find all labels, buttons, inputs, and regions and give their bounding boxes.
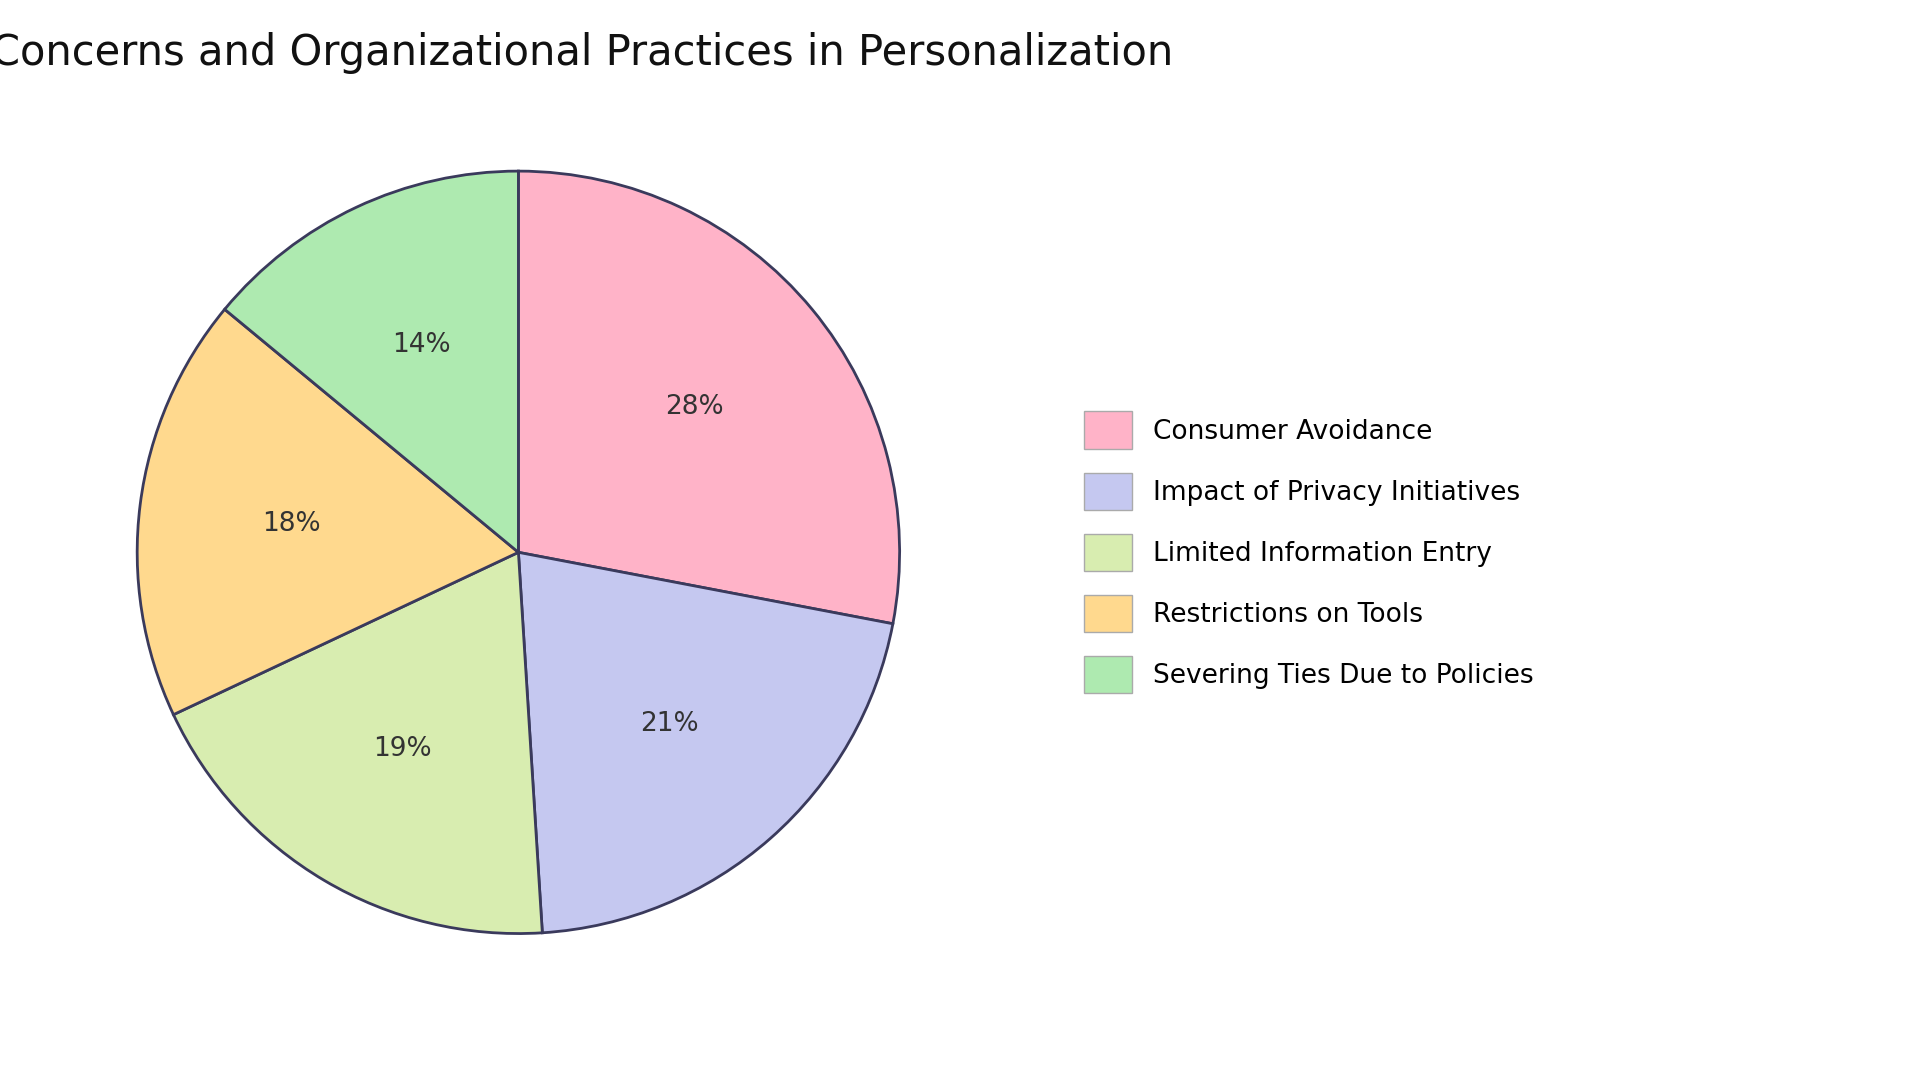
Wedge shape <box>225 171 518 552</box>
Text: 28%: 28% <box>666 393 724 419</box>
Wedge shape <box>518 552 893 932</box>
Text: Privacy Concerns and Organizational Practices in Personalization: Privacy Concerns and Organizational Prac… <box>0 32 1173 75</box>
Text: 19%: 19% <box>372 736 432 762</box>
Wedge shape <box>173 552 541 934</box>
Text: 14%: 14% <box>392 332 451 358</box>
Text: 21%: 21% <box>641 710 699 736</box>
Text: 18%: 18% <box>263 511 321 537</box>
Wedge shape <box>518 171 900 624</box>
Legend: Consumer Avoidance, Impact of Privacy Initiatives, Limited Information Entry, Re: Consumer Avoidance, Impact of Privacy In… <box>1085 412 1534 693</box>
Wedge shape <box>136 310 518 715</box>
